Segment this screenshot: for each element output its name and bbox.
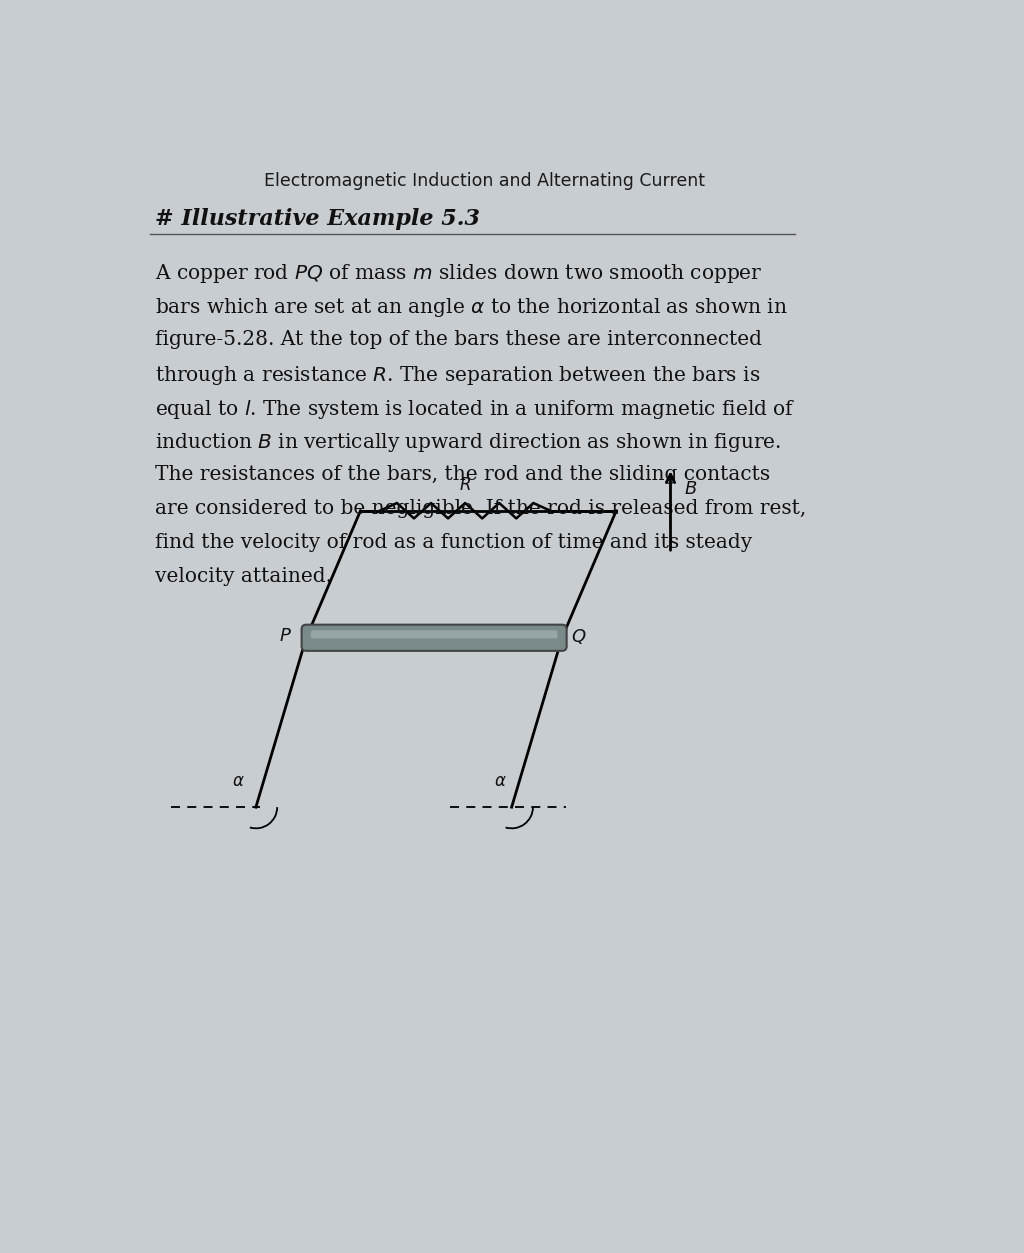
Text: find the velocity of rod as a function of time and its steady: find the velocity of rod as a function o… <box>155 533 753 553</box>
Text: velocity attained.: velocity attained. <box>155 566 332 586</box>
Text: are considered to be negligible. If the rod is released from rest,: are considered to be negligible. If the … <box>155 499 806 519</box>
FancyBboxPatch shape <box>311 630 557 639</box>
Text: Electromagnetic Induction and Alternating Current: Electromagnetic Induction and Alternatin… <box>264 172 705 190</box>
Text: $\alpha$: $\alpha$ <box>494 772 506 791</box>
Text: The resistances of the bars, the rod and the sliding contacts: The resistances of the bars, the rod and… <box>155 465 770 485</box>
Text: $B$: $B$ <box>684 480 697 497</box>
Text: equal to $l$. The system is located in a uniform magnetic field of: equal to $l$. The system is located in a… <box>155 397 796 421</box>
FancyBboxPatch shape <box>302 625 566 650</box>
Text: bars which are set at an angle $\alpha$ to the horizontal as shown in: bars which are set at an angle $\alpha$ … <box>155 296 787 320</box>
Text: $R$: $R$ <box>459 477 471 494</box>
Text: A copper rod $PQ$ of mass $m$ slides down two smooth copper: A copper rod $PQ$ of mass $m$ slides dow… <box>155 262 763 284</box>
Text: $\alpha$: $\alpha$ <box>232 772 245 791</box>
Text: figure-5.28. At the top of the bars these are interconnected: figure-5.28. At the top of the bars thes… <box>155 330 762 348</box>
Text: $P$: $P$ <box>280 628 292 645</box>
Text: through a resistance $R$. The separation between the bars is: through a resistance $R$. The separation… <box>155 363 761 387</box>
Text: $Q$: $Q$ <box>571 626 587 645</box>
Text: induction $B$ in vertically upward direction as shown in figure.: induction $B$ in vertically upward direc… <box>155 431 781 455</box>
Text: # Illustrative Example 5.3: # Illustrative Example 5.3 <box>155 208 480 231</box>
